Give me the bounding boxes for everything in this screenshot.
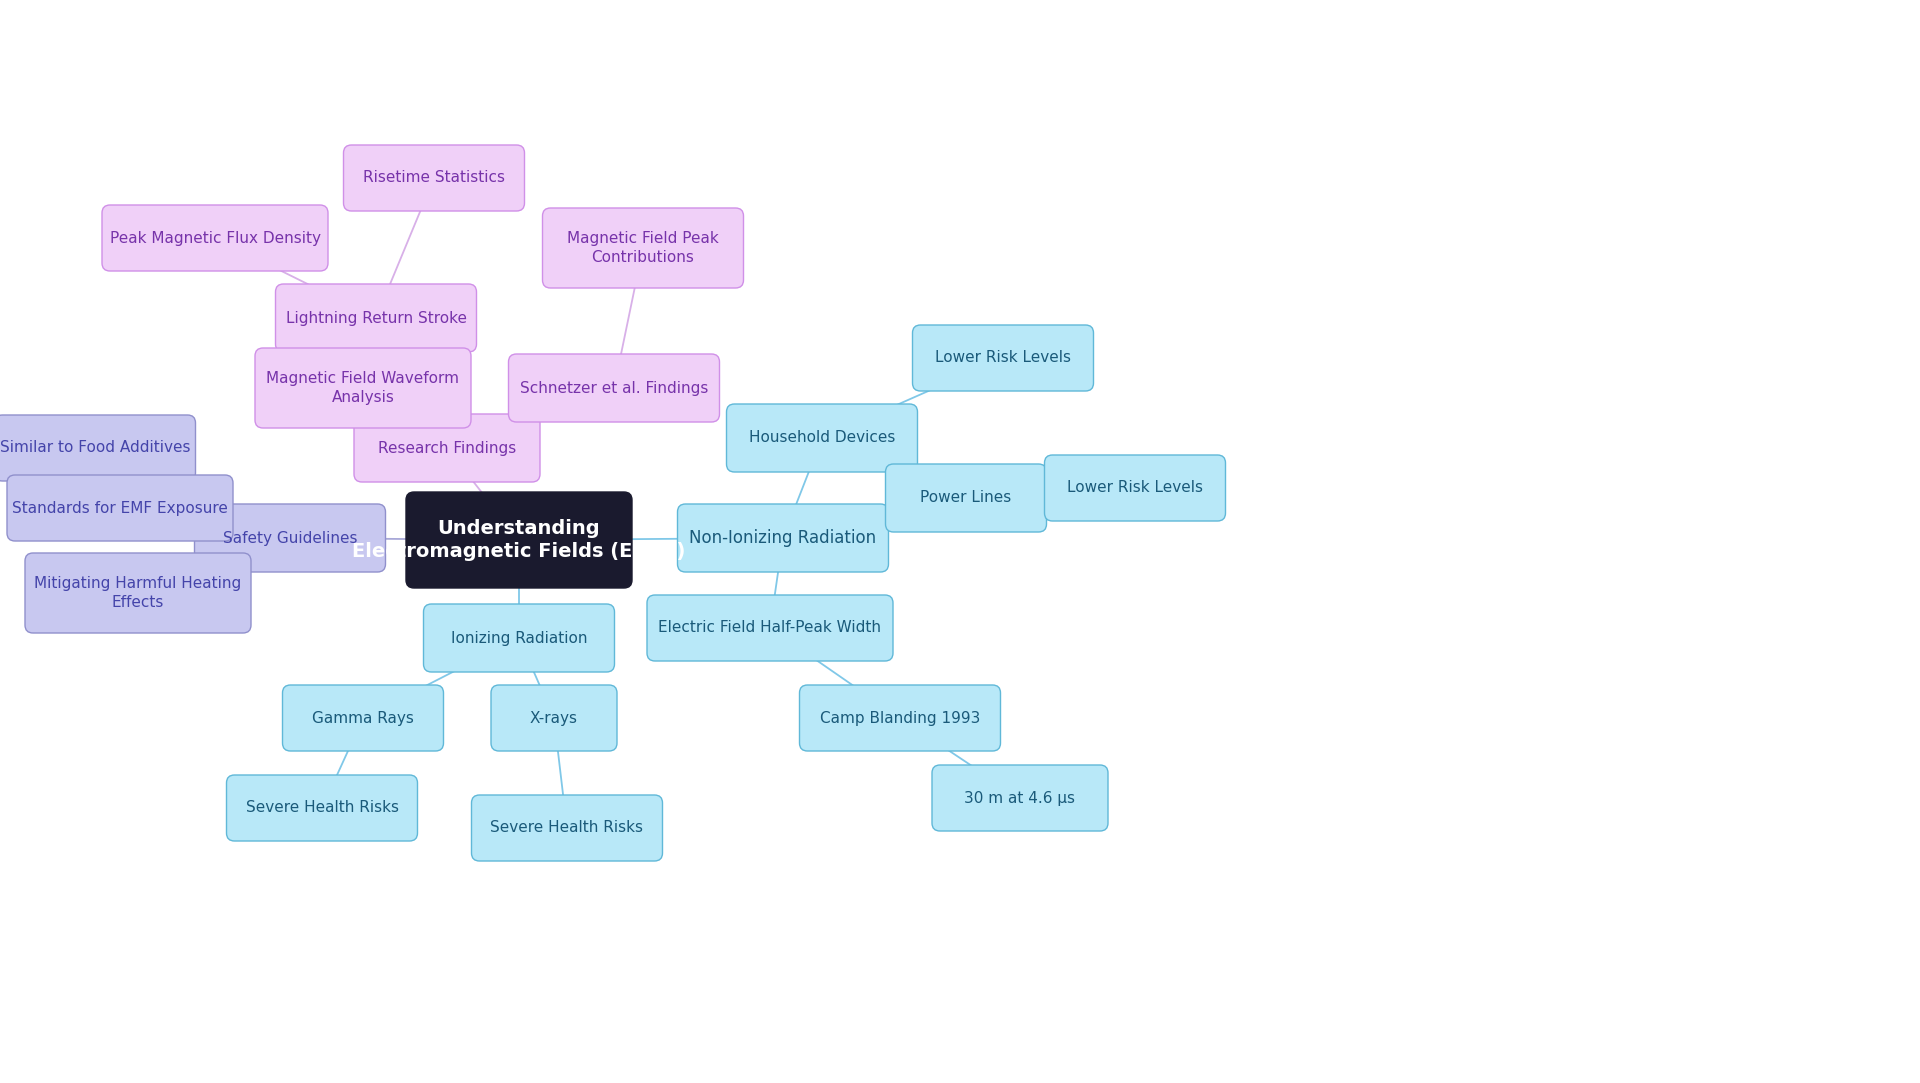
FancyBboxPatch shape — [255, 348, 470, 428]
Text: Household Devices: Household Devices — [749, 431, 895, 445]
FancyBboxPatch shape — [472, 795, 662, 861]
Text: Magnetic Field Peak
Contributions: Magnetic Field Peak Contributions — [566, 231, 718, 265]
Text: Magnetic Field Waveform
Analysis: Magnetic Field Waveform Analysis — [267, 371, 459, 405]
Text: Peak Magnetic Flux Density: Peak Magnetic Flux Density — [109, 231, 321, 246]
Text: Non-Ionizing Radiation: Non-Ionizing Radiation — [689, 529, 877, 547]
Text: Risetime Statistics: Risetime Statistics — [363, 170, 505, 185]
Text: Research Findings: Research Findings — [378, 441, 516, 456]
FancyBboxPatch shape — [227, 775, 417, 841]
FancyBboxPatch shape — [102, 205, 328, 271]
FancyBboxPatch shape — [647, 595, 893, 661]
Text: Similar to Food Additives: Similar to Food Additives — [0, 441, 190, 456]
FancyBboxPatch shape — [344, 145, 524, 211]
FancyBboxPatch shape — [424, 604, 614, 671]
Text: Mitigating Harmful Heating
Effects: Mitigating Harmful Heating Effects — [35, 576, 242, 610]
Text: Ionizing Radiation: Ionizing Radiation — [451, 630, 588, 645]
FancyBboxPatch shape — [282, 686, 444, 751]
FancyBboxPatch shape — [194, 504, 386, 572]
FancyBboxPatch shape — [492, 686, 616, 751]
FancyBboxPatch shape — [8, 475, 232, 542]
FancyBboxPatch shape — [799, 686, 1000, 751]
Text: Camp Blanding 1993: Camp Blanding 1993 — [820, 710, 981, 726]
Text: Severe Health Risks: Severe Health Risks — [490, 821, 643, 835]
FancyBboxPatch shape — [885, 464, 1046, 532]
Text: Lower Risk Levels: Lower Risk Levels — [935, 351, 1071, 365]
FancyBboxPatch shape — [405, 492, 632, 588]
FancyBboxPatch shape — [931, 765, 1108, 831]
FancyBboxPatch shape — [509, 354, 720, 422]
Text: X-rays: X-rays — [530, 710, 578, 726]
Text: Schnetzer et al. Findings: Schnetzer et al. Findings — [520, 380, 708, 395]
FancyBboxPatch shape — [0, 415, 196, 481]
Text: Lightning Return Stroke: Lightning Return Stroke — [286, 311, 467, 326]
FancyBboxPatch shape — [1044, 455, 1225, 521]
Text: Power Lines: Power Lines — [920, 491, 1012, 506]
Text: Safety Guidelines: Safety Guidelines — [223, 531, 357, 546]
Text: Standards for EMF Exposure: Standards for EMF Exposure — [12, 500, 228, 516]
FancyBboxPatch shape — [275, 284, 476, 352]
FancyBboxPatch shape — [543, 208, 743, 288]
Text: Severe Health Risks: Severe Health Risks — [246, 800, 399, 815]
Text: Gamma Rays: Gamma Rays — [313, 710, 415, 726]
FancyBboxPatch shape — [726, 404, 918, 472]
Text: Lower Risk Levels: Lower Risk Levels — [1068, 481, 1204, 496]
Text: Electric Field Half-Peak Width: Electric Field Half-Peak Width — [659, 621, 881, 636]
Text: Understanding
Electromagnetic Fields (EMFs): Understanding Electromagnetic Fields (EM… — [351, 519, 685, 561]
FancyBboxPatch shape — [912, 325, 1094, 391]
FancyBboxPatch shape — [678, 504, 889, 572]
Text: 30 m at 4.6 μs: 30 m at 4.6 μs — [964, 791, 1075, 806]
FancyBboxPatch shape — [353, 414, 540, 482]
FancyBboxPatch shape — [25, 553, 252, 632]
